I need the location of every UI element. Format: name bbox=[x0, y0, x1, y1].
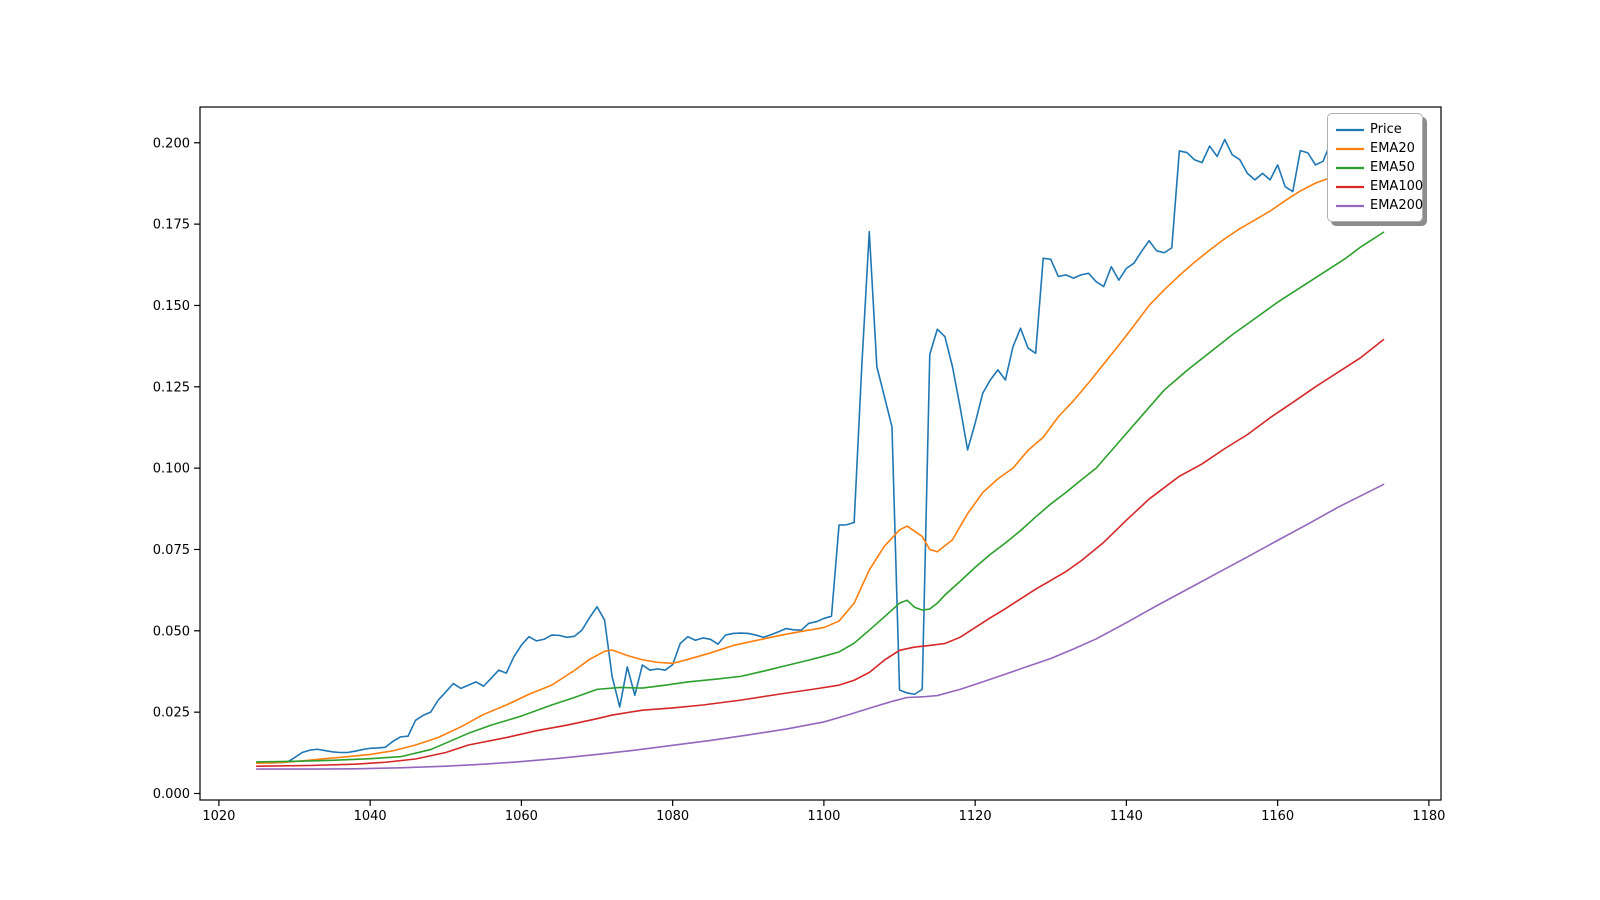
legend-label-ema50: EMA50 bbox=[1370, 160, 1415, 175]
x-tick-label: 1060 bbox=[505, 809, 538, 824]
legend-label-price: Price bbox=[1370, 122, 1402, 137]
x-tick-label: 1140 bbox=[1110, 809, 1143, 824]
legend-label-ema20: EMA20 bbox=[1370, 141, 1415, 156]
x-tick-label: 1160 bbox=[1261, 809, 1294, 824]
legend-line-sample-price bbox=[1336, 128, 1364, 131]
y-tick-label: 0.100 bbox=[153, 462, 190, 477]
series-line-ema200 bbox=[255, 483, 1385, 770]
legend-line-sample-ema20 bbox=[1336, 147, 1364, 150]
y-tick-label: 0.025 bbox=[153, 706, 190, 721]
y-tick-label: 0.200 bbox=[153, 136, 190, 151]
series-line-ema50 bbox=[255, 231, 1385, 763]
legend-item-ema200: EMA200 bbox=[1336, 196, 1423, 215]
y-tick-label: 0.175 bbox=[153, 218, 190, 233]
x-tick-label: 1100 bbox=[807, 809, 840, 824]
legend-item-ema50: EMA50 bbox=[1336, 158, 1415, 177]
series-line-ema20 bbox=[255, 168, 1385, 765]
legend-item-ema100: EMA100 bbox=[1336, 177, 1423, 196]
x-tick-label: 1120 bbox=[959, 809, 992, 824]
y-tick-label: 0.000 bbox=[153, 787, 190, 802]
legend-label-ema200: EMA200 bbox=[1370, 198, 1424, 213]
x-tick-label: 1180 bbox=[1412, 809, 1445, 824]
legend-label-ema100: EMA100 bbox=[1370, 179, 1424, 194]
legend-line-sample-ema100 bbox=[1336, 185, 1364, 188]
series-line-price bbox=[255, 130, 1385, 764]
legend-item-ema20: EMA20 bbox=[1336, 139, 1415, 158]
x-tick-label: 1040 bbox=[354, 809, 387, 824]
y-tick-label: 0.050 bbox=[153, 624, 190, 639]
y-tick-label: 0.075 bbox=[153, 543, 190, 558]
y-tick-label: 0.125 bbox=[153, 380, 190, 395]
x-tick-label: 1020 bbox=[202, 809, 235, 824]
y-tick-label: 0.150 bbox=[153, 299, 190, 314]
legend: Price EMA20 EMA50 EMA100 EMA200 bbox=[1327, 113, 1423, 222]
x-tick-label: 1080 bbox=[656, 809, 689, 824]
axes-spines bbox=[199, 106, 1442, 801]
series-line-ema100 bbox=[255, 338, 1385, 767]
legend-item-price: Price bbox=[1336, 120, 1414, 139]
legend-line-sample-ema50 bbox=[1336, 166, 1364, 169]
legend-line-sample-ema200 bbox=[1336, 204, 1364, 207]
